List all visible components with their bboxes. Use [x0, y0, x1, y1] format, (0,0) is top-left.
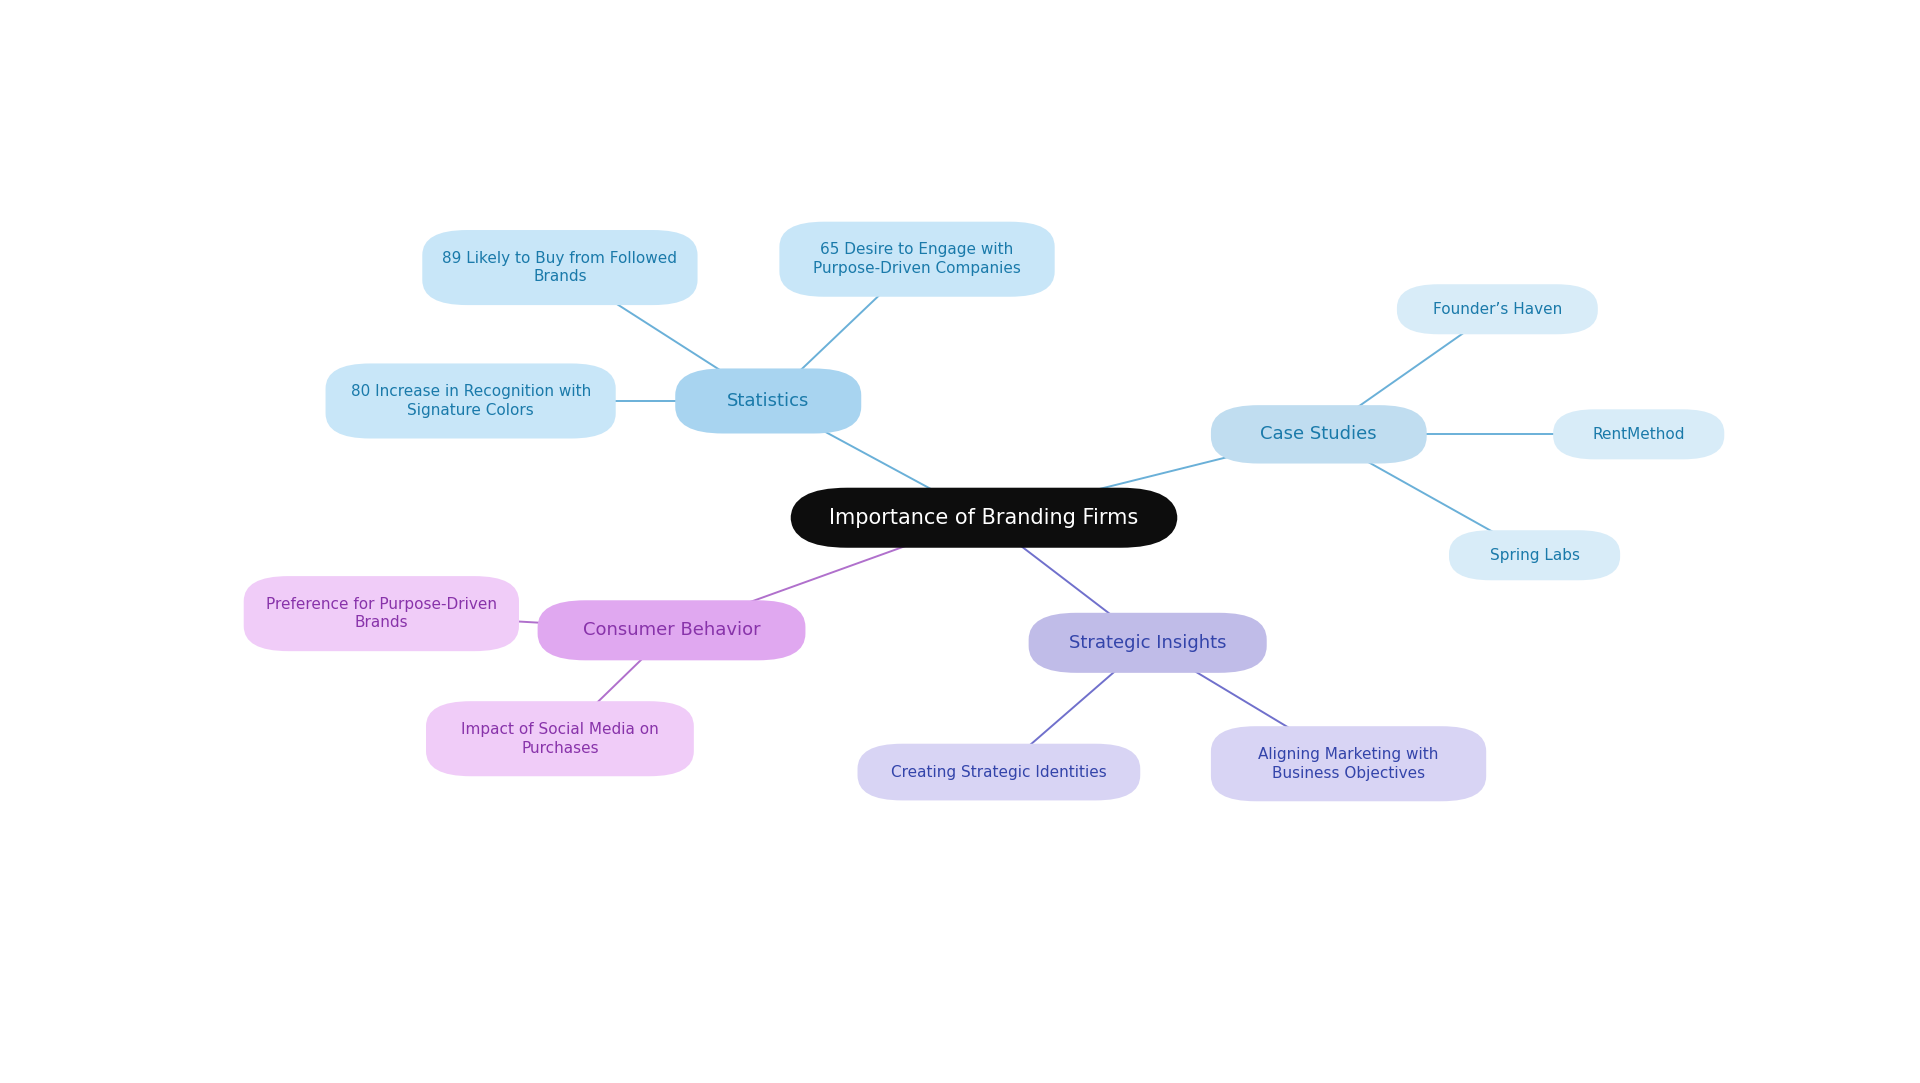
Text: Case Studies: Case Studies — [1261, 426, 1377, 443]
FancyBboxPatch shape — [780, 222, 1054, 297]
FancyBboxPatch shape — [1398, 284, 1597, 335]
Text: RentMethod: RentMethod — [1592, 427, 1686, 442]
Text: Importance of Branding Firms: Importance of Branding Firms — [829, 508, 1139, 527]
FancyBboxPatch shape — [244, 576, 518, 651]
FancyBboxPatch shape — [422, 230, 697, 305]
FancyBboxPatch shape — [1553, 409, 1724, 459]
FancyBboxPatch shape — [858, 744, 1140, 800]
FancyBboxPatch shape — [791, 487, 1177, 548]
FancyBboxPatch shape — [326, 364, 616, 439]
Text: Creating Strategic Identities: Creating Strategic Identities — [891, 765, 1106, 780]
Text: Statistics: Statistics — [728, 392, 810, 410]
Text: Preference for Purpose-Driven
Brands: Preference for Purpose-Driven Brands — [265, 597, 497, 630]
FancyBboxPatch shape — [1029, 613, 1267, 673]
Text: 89 Likely to Buy from Followed
Brands: 89 Likely to Buy from Followed Brands — [442, 251, 678, 285]
FancyBboxPatch shape — [538, 600, 806, 661]
Text: 65 Desire to Engage with
Purpose-Driven Companies: 65 Desire to Engage with Purpose-Driven … — [812, 243, 1021, 276]
Text: 80 Increase in Recognition with
Signature Colors: 80 Increase in Recognition with Signatur… — [351, 384, 591, 418]
FancyBboxPatch shape — [1450, 531, 1620, 580]
FancyBboxPatch shape — [676, 368, 862, 433]
Text: Consumer Behavior: Consumer Behavior — [582, 622, 760, 639]
Text: Impact of Social Media on
Purchases: Impact of Social Media on Purchases — [461, 722, 659, 756]
Text: Aligning Marketing with
Business Objectives: Aligning Marketing with Business Objecti… — [1258, 747, 1438, 781]
Text: Spring Labs: Spring Labs — [1490, 548, 1580, 563]
Text: Founder’s Haven: Founder’s Haven — [1432, 302, 1563, 316]
FancyBboxPatch shape — [1212, 727, 1486, 801]
Text: Strategic Insights: Strategic Insights — [1069, 634, 1227, 652]
FancyBboxPatch shape — [426, 701, 693, 777]
FancyBboxPatch shape — [1212, 405, 1427, 464]
